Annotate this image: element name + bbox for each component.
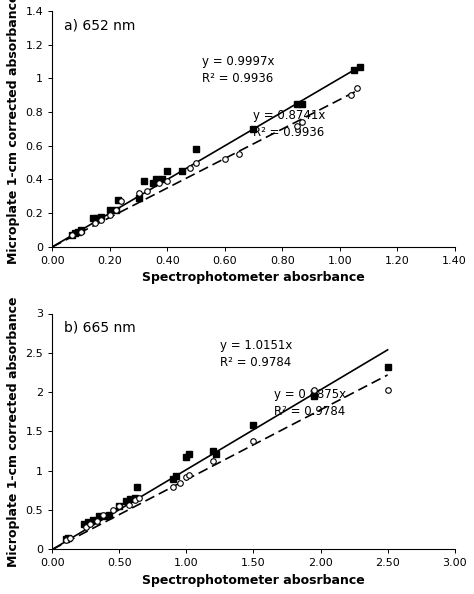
X-axis label: Spectrophotometer abosrbance: Spectrophotometer abosrbance [142,574,365,587]
Y-axis label: Microplate 1-cm corrected absorbance: Microplate 1-cm corrected absorbance [7,0,20,264]
Text: b) 665 nm: b) 665 nm [64,321,136,334]
Text: y = 0.9997x
R² = 0.9936: y = 0.9997x R² = 0.9936 [202,55,274,85]
Text: y = 0.8875x
R² = 0.9784: y = 0.8875x R² = 0.9784 [273,388,346,418]
Text: y = 1.0151x
R² = 0.9784: y = 1.0151x R² = 0.9784 [220,339,292,369]
X-axis label: Spectrophotometer abosrbance: Spectrophotometer abosrbance [142,271,365,285]
Y-axis label: Microplate 1-cm corrected absorbance: Microplate 1-cm corrected absorbance [7,296,20,567]
Text: a) 652 nm: a) 652 nm [64,18,136,32]
Text: y = 0.8741x
R² = 0.9936: y = 0.8741x R² = 0.9936 [254,109,326,139]
